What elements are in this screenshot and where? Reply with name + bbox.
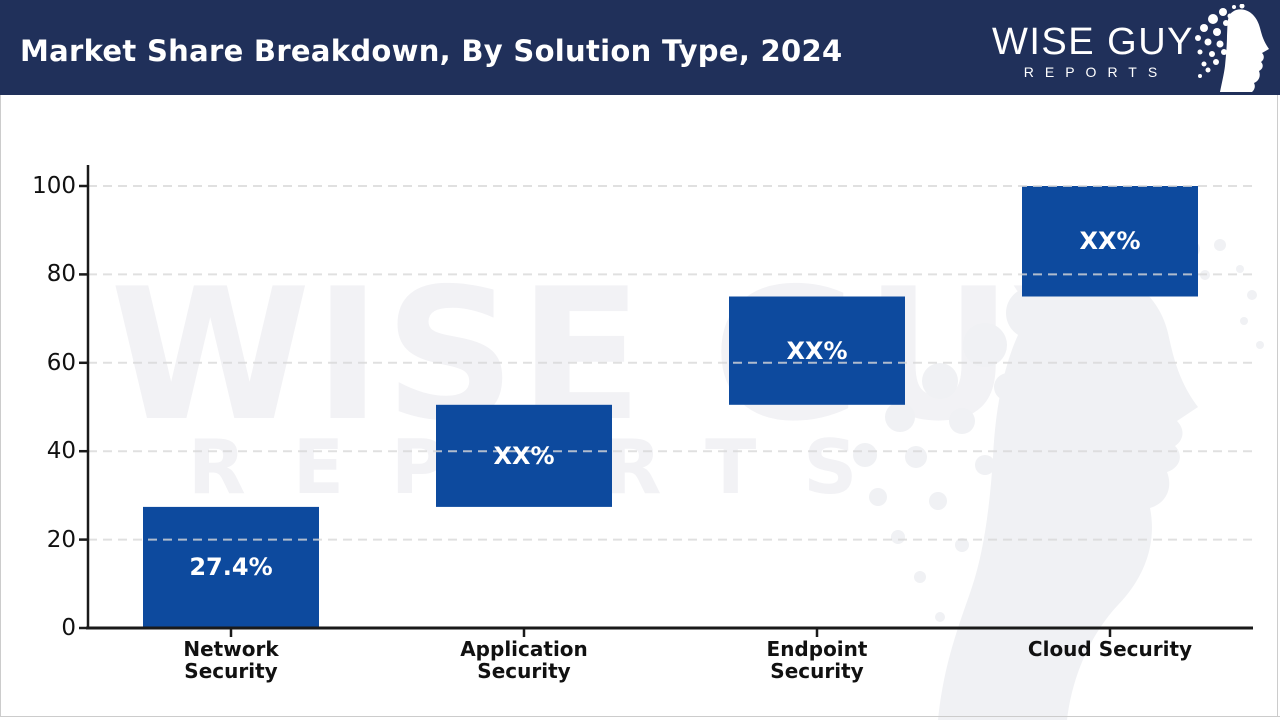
bar-3 — [1022, 186, 1198, 297]
logo-head-icon — [1195, 4, 1269, 92]
frame-border-bottom — [0, 716, 1280, 717]
logo-subtitle: REPORTS — [1023, 64, 1169, 80]
frame-border-right — [1277, 95, 1278, 717]
bar-2 — [729, 296, 905, 405]
logo-text: WISE GUY REPORTS — [992, 23, 1194, 79]
logo-wordmark: WISE GUY — [991, 21, 1194, 63]
header-bar: Market Share Breakdown, By Solution Type… — [0, 0, 1280, 95]
wise-guy-logo: WISE GUY REPORTS — [992, 4, 1274, 92]
page-title: Market Share Breakdown, By Solution Type… — [20, 34, 843, 68]
bar-1 — [436, 404, 612, 507]
frame-border-left — [0, 95, 1, 717]
bar-0 — [143, 506, 319, 628]
